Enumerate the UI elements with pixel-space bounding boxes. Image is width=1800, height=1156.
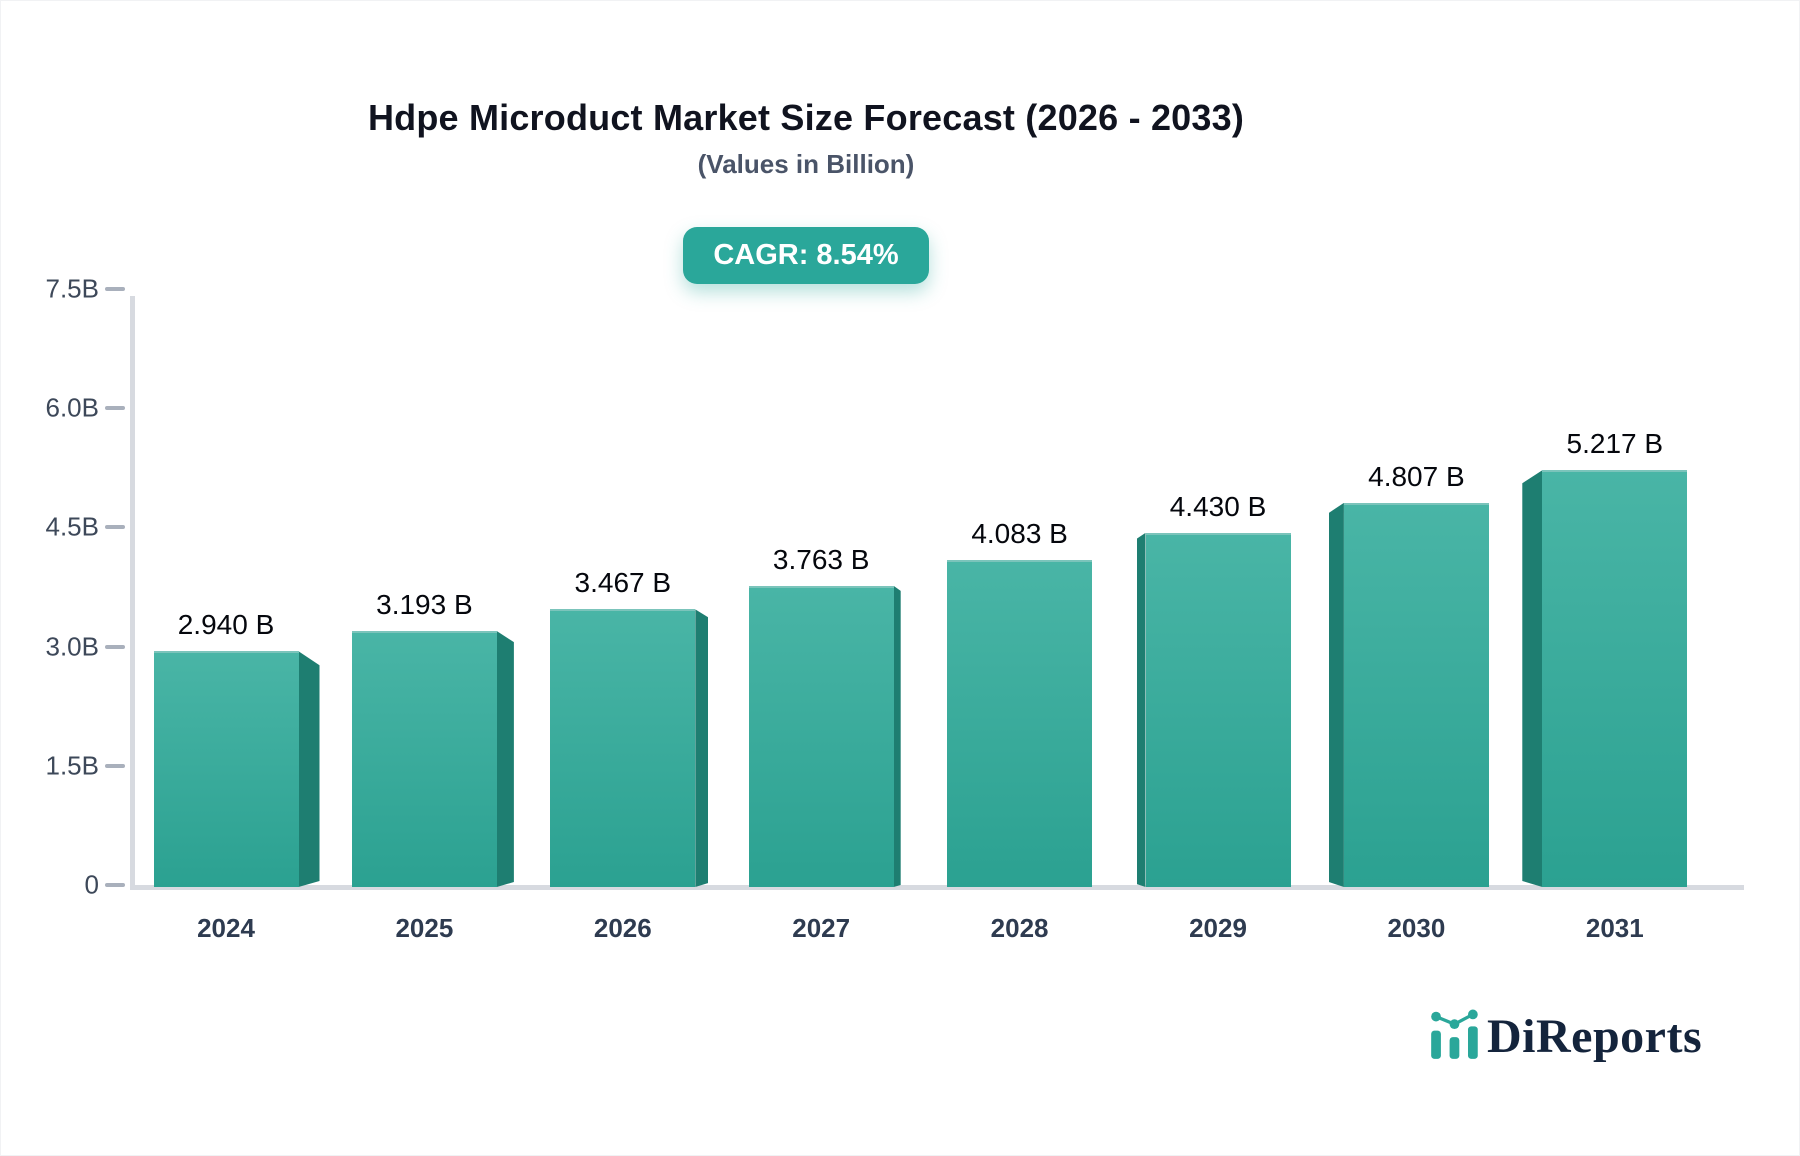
bar-2029 (1145, 532, 1291, 887)
bar-value-label: 2.940 B (177, 609, 275, 641)
bar-front-face (947, 560, 1093, 887)
brand-logo-text: DiReports (1487, 1010, 1703, 1063)
chart-title: Hdpe Microduct Market Size Forecast (202… (367, 97, 1245, 138)
bar-value-label: 3.763 B (772, 543, 870, 575)
bar-front-face (153, 651, 299, 887)
chart-subtitle: (Values in Billion) (697, 149, 915, 179)
x-axis-category-label: 2029 (1189, 913, 1247, 943)
bar-3d-side-face (1522, 470, 1542, 887)
bar-front-face (351, 631, 497, 887)
x-axis-category-label: 2025 (395, 913, 454, 943)
bar-value-label: 4.083 B (971, 518, 1068, 550)
y-axis-tick-mark (105, 763, 125, 768)
y-axis-tick-label: 7.5B (45, 273, 100, 304)
bar-front-face (1343, 502, 1489, 887)
cagr-badge-wrap: CAGR: 8.54% (1, 227, 1611, 284)
y-axis-tick-label: 0 (84, 869, 99, 900)
y-axis-tick-mark (105, 525, 125, 530)
bar-front-face (1145, 532, 1291, 887)
x-axis-category-label: 2028 (990, 913, 1049, 943)
bar-3d-side-face (497, 631, 514, 887)
y-axis-tick-mark (105, 644, 125, 649)
bar-2031 (1542, 470, 1688, 887)
bar-3d-side-face (1329, 503, 1344, 887)
bar-value-label: 4.807 B (1368, 460, 1465, 492)
bar-3d-side-face (695, 609, 708, 887)
bar-value-label: 4.430 B (1169, 490, 1267, 522)
bar-2028 (947, 560, 1093, 887)
y-axis-tick-mark (105, 286, 125, 291)
bar-value-label: 3.193 B (376, 589, 473, 621)
cagr-badge: CAGR: 8.54% (683, 227, 929, 284)
x-axis-category-label: 2027 (792, 913, 851, 943)
bar-front-face (1542, 470, 1688, 887)
x-axis-line (130, 885, 1744, 890)
y-axis-tick-label: 6.0B (45, 392, 100, 423)
x-axis-category-label: 2031 (1585, 913, 1644, 943)
x-axis-category-label: 2024 (197, 913, 255, 943)
brand-logo: DiReports (1429, 1009, 1702, 1061)
bar-front-face (550, 609, 696, 887)
x-axis-category-label: 2026 (593, 913, 652, 943)
y-axis-tick-label: 4.5B (45, 511, 100, 542)
bar-2024 (153, 651, 299, 887)
bar-3d-side-face (1137, 533, 1146, 887)
bar-2030 (1343, 502, 1489, 887)
bar-2026 (550, 609, 695, 887)
bar-3d-side-face (299, 651, 320, 887)
y-axis-tick-label: 3.0B (45, 631, 100, 661)
y-axis-tick-label: 1.5B (45, 750, 100, 781)
y-axis-tick-mark (105, 406, 125, 410)
bar-3d-side-face (894, 586, 901, 887)
bar-value-label: 3.467 B (574, 567, 672, 599)
y-axis-tick-mark (105, 883, 125, 887)
bar-2025 (351, 631, 497, 887)
bar-2027 (748, 585, 894, 887)
bar-chart-logo-icon (1431, 1009, 1478, 1059)
bar-value-label: 5.217 B (1566, 428, 1664, 460)
bar-front-face (748, 585, 894, 887)
y-axis-line (130, 296, 135, 890)
x-axis-category-label: 2030 (1387, 913, 1446, 943)
